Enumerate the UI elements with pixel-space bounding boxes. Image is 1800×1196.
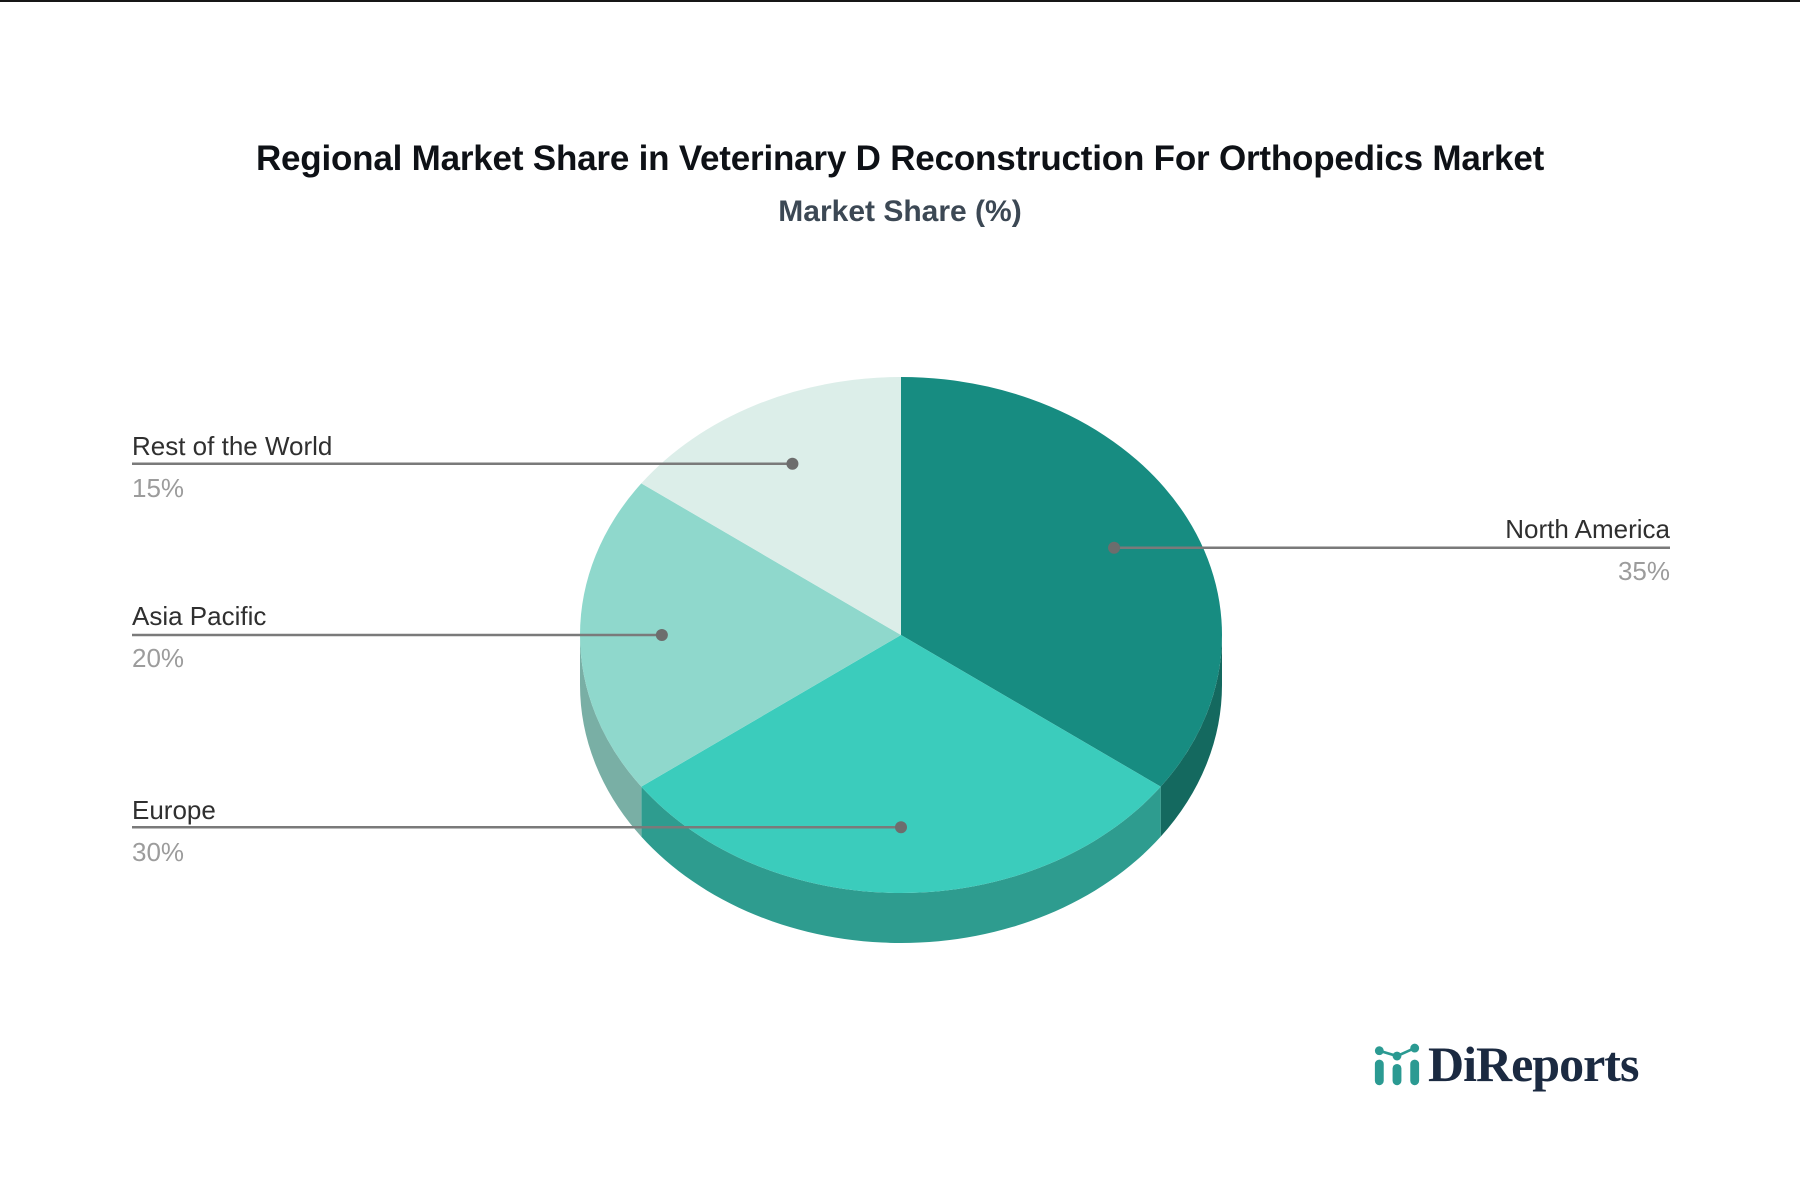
pie-slice-side-europe (641, 786, 1161, 943)
logo-text: DiReports (1428, 1036, 1639, 1092)
slice-label-asia-pacific: Asia Pacific (132, 601, 267, 631)
leader-dot-europe (895, 821, 907, 834)
slice-value-europe: 30% (132, 837, 185, 867)
chart-title: Regional Market Share in Veterinary D Re… (255, 139, 1545, 178)
slice-value-asia-pacific: 20% (132, 643, 185, 673)
slice-value-north-america: 35% (1617, 556, 1670, 586)
pie-slice-north-america[interactable] (901, 377, 1222, 787)
bar-line-chart-icon (1374, 1043, 1420, 1086)
leader-dot-rest-of-the-world (786, 457, 799, 470)
pie-slice-asia-pacific[interactable] (580, 483, 901, 787)
slice-label-europe: Europe (132, 795, 216, 825)
leader-dot-asia-pacific (655, 629, 668, 641)
pie-slice-rest-of-the-world[interactable] (641, 377, 901, 635)
pie-slice-side-north-america (1160, 635, 1222, 837)
chart-subtitle: Market Share (%) (778, 195, 1022, 228)
slice-label-north-america: North America (1505, 514, 1670, 544)
pie-slice-europe[interactable] (641, 635, 1161, 893)
direports-logo: DiReports (1374, 1036, 1639, 1092)
slice-label-rest-of-the-world: Rest of the World (132, 431, 333, 461)
leader-dot-north-america (1108, 541, 1121, 554)
pie-slice-side-asia-pacific (580, 635, 642, 837)
slice-value-rest-of-the-world: 15% (132, 473, 185, 503)
